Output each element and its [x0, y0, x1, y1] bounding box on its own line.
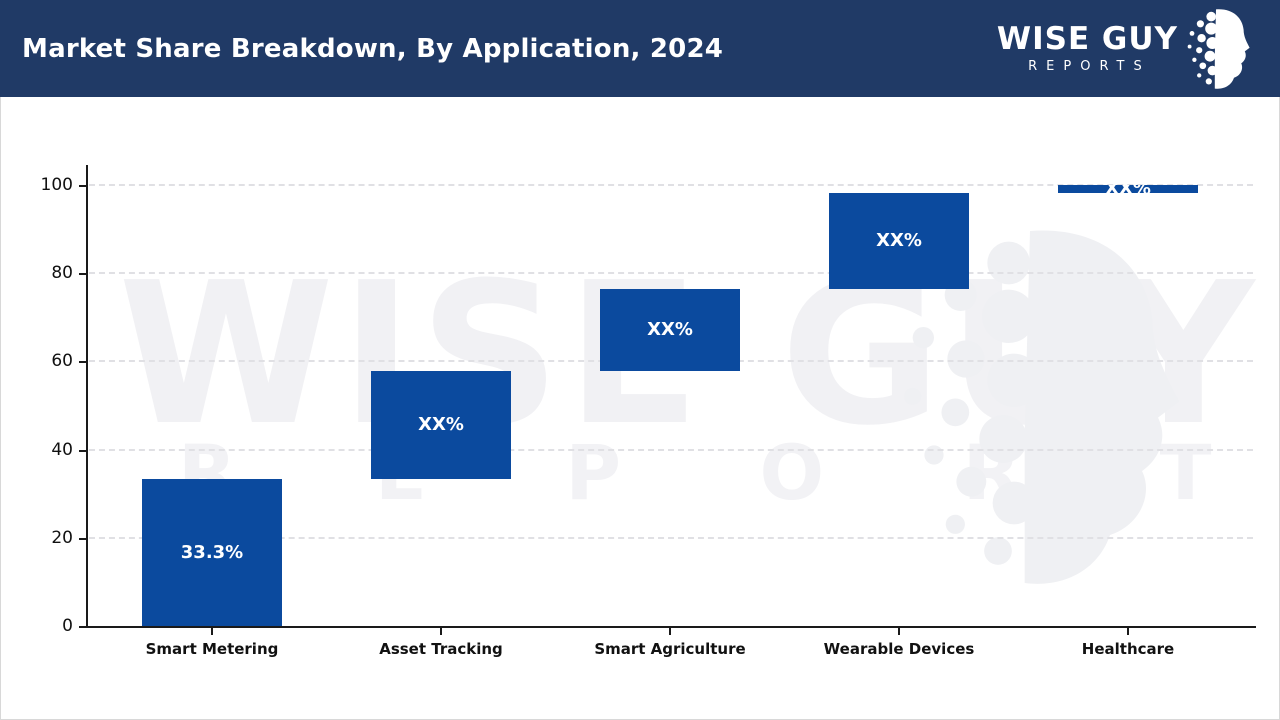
- bar-value-label: XX%: [418, 413, 464, 435]
- x-tick-4: [1127, 628, 1129, 635]
- chart-area: WISE GUY R E P O R T S 020406080100Smart…: [0, 97, 1280, 720]
- bar-smart-agriculture: XX%: [600, 289, 740, 371]
- x-axis-spine: [86, 626, 1256, 628]
- x-tick-0: [211, 628, 213, 635]
- y-tick-label-100: 100: [40, 175, 73, 195]
- x-tick-label-2: Smart Agriculture: [594, 640, 746, 658]
- y-tick-label-40: 40: [51, 439, 73, 460]
- x-tick-label-0: Smart Metering: [145, 640, 279, 658]
- y-tick-40: [79, 449, 86, 452]
- y-tick-0: [79, 626, 86, 628]
- gridline-20: [89, 536, 1253, 539]
- wiseguy-logo: WISE GUY REPORTS: [997, 7, 1252, 91]
- y-tick-100: [79, 185, 86, 187]
- gridline-80: [89, 272, 1253, 275]
- x-tick-2: [669, 628, 671, 635]
- logo-wordmark: WISE GUY: [996, 21, 1178, 57]
- y-tick-label-20: 20: [51, 527, 73, 548]
- y-tick-60: [79, 361, 86, 364]
- bar-value-label: 33.3%: [180, 541, 244, 563]
- bar-value-label: XX%: [1105, 185, 1151, 193]
- x-tick-1: [440, 628, 442, 635]
- bar-value-label: XX%: [876, 230, 922, 251]
- header: Market Share Breakdown, By Application, …: [0, 0, 1280, 97]
- logo-text: WISE GUY REPORTS: [996, 21, 1178, 74]
- bar-wearable-devices: XX%: [829, 192, 969, 290]
- watermark-head-icon: [904, 230, 1180, 584]
- x-tick-label-4: Healthcare: [1081, 640, 1175, 658]
- bar-value-label: XX%: [647, 318, 693, 340]
- bar-healthcare: XX%: [1058, 185, 1198, 193]
- y-axis-spine: [86, 165, 88, 628]
- bar-smart-metering: 33.3%: [142, 479, 282, 626]
- x-tick-3: [898, 628, 900, 635]
- x-tick-label-3: Wearable Devices: [823, 640, 975, 658]
- y-tick-label-0: 0: [62, 616, 73, 636]
- y-tick-label-80: 80: [51, 263, 73, 284]
- logo-head-icon: [1187, 8, 1250, 89]
- gridline-40: [89, 448, 1253, 451]
- y-tick-20: [79, 537, 86, 540]
- page-title: Market Share Breakdown, By Application, …: [22, 33, 724, 64]
- logo-subtitle: REPORTS: [1028, 59, 1151, 74]
- y-tick-label-60: 60: [51, 351, 73, 372]
- gridline-100: [89, 184, 1253, 186]
- y-tick-80: [79, 273, 86, 276]
- x-tick-label-1: Asset Tracking: [379, 640, 503, 658]
- bar-asset-tracking: XX%: [371, 370, 511, 480]
